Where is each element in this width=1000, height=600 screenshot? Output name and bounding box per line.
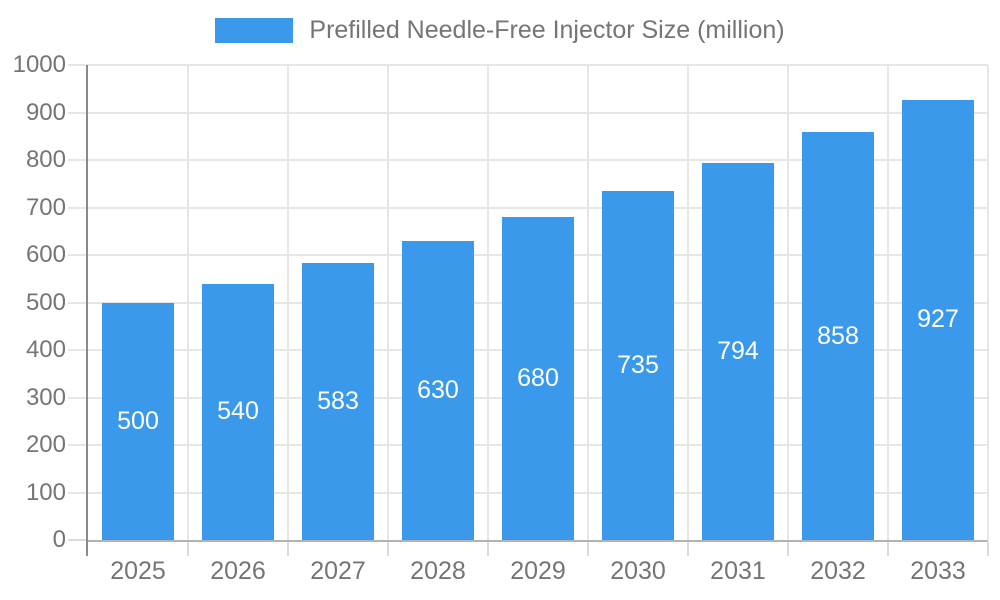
gridline-vertical: [587, 65, 589, 540]
x-axis-label: 2027: [310, 557, 366, 585]
x-axis-tick: [887, 542, 889, 556]
bar-value-label: 630: [417, 375, 459, 404]
bar-slot: 858: [788, 65, 888, 540]
x-axis-tick: [487, 542, 489, 556]
x-axis-label: 2032: [810, 557, 866, 585]
bar-value-label: 927: [917, 305, 959, 334]
gridline-horizontal: [68, 64, 988, 66]
bar-value-label: 735: [617, 350, 659, 379]
x-axis-tick: [686, 542, 689, 556]
y-axis-label: 600: [25, 241, 66, 268]
x-axis-label: 2031: [710, 557, 766, 585]
bar-slot: 630: [388, 65, 488, 540]
gridline-vertical: [487, 65, 489, 540]
gridline-vertical: [887, 65, 889, 540]
gridline-vertical: [287, 65, 289, 540]
x-axis-tick: [587, 542, 589, 556]
bar-slot: 735: [588, 65, 688, 540]
plot-area: 0 100 200 300 400 500 600 700 800 900 1000 500 2025 5…: [13, 53, 989, 585]
bar-slot: 583: [288, 65, 388, 540]
gridline-vertical: [987, 65, 989, 540]
x-axis-label: 2026: [210, 557, 266, 585]
y-axis-line: [86, 65, 88, 556]
y-axis-label: 200: [25, 431, 66, 458]
bar-2025[interactable]: 500: [102, 302, 174, 540]
bar-2033[interactable]: 927: [902, 99, 974, 540]
bar-slot: 500: [88, 65, 188, 540]
x-axis-label: 2033: [910, 557, 966, 585]
y-axis-label: 1000: [12, 51, 66, 78]
bar-slot: 680: [488, 65, 588, 540]
x-axis-tick: [287, 542, 289, 556]
x-axis-line: [88, 540, 988, 542]
x-axis-label: 2030: [610, 557, 666, 585]
x-axis-tick: [787, 542, 789, 556]
gridline-horizontal: [68, 111, 988, 114]
legend-label: Prefilled Needle-Free Injector Size (mil…: [309, 16, 785, 44]
x-axis-tick: [187, 542, 189, 556]
bar-2030[interactable]: 735: [602, 190, 674, 540]
x-axis-label: 2025: [110, 557, 166, 585]
gridline-vertical: [686, 65, 689, 540]
legend-swatch: [215, 18, 294, 43]
bar-2026[interactable]: 540: [202, 283, 274, 540]
y-axis-label: 500: [25, 288, 66, 316]
legend[interactable]: Prefilled Needle-Free Injector Size (mil…: [0, 18, 1000, 43]
bar-value-label: 794: [717, 336, 759, 365]
bar-slot: 927: [888, 65, 988, 540]
x-axis-label: 2029: [510, 557, 566, 585]
gridline-vertical: [187, 65, 189, 540]
gridline-vertical: [787, 65, 789, 540]
bar-2029[interactable]: 680: [502, 217, 574, 540]
y-axis-label: 300: [25, 383, 66, 411]
y-axis-label: 700: [25, 193, 66, 221]
y-axis-label: 100: [25, 478, 66, 506]
bar-value-label: 500: [117, 406, 159, 435]
bar-2028[interactable]: 630: [401, 240, 474, 540]
x-axis-tick: [987, 542, 989, 556]
bar-value-label: 858: [817, 321, 859, 350]
bar-slot: 540: [188, 65, 288, 540]
bar-value-label: 583: [317, 387, 359, 416]
x-axis-tick: [386, 542, 389, 556]
gridline-horizontal: [68, 159, 988, 161]
y-axis-label: 900: [25, 98, 66, 126]
x-axis-label: 2028: [410, 557, 466, 585]
y-axis-tick: [68, 539, 86, 541]
y-axis-label: 0: [52, 526, 66, 553]
y-axis-label: 800: [25, 146, 66, 173]
bar-2027[interactable]: 583: [302, 263, 374, 540]
bar-value-label: 680: [517, 364, 559, 392]
bar-value-label: 540: [217, 397, 259, 426]
bar-2031[interactable]: 794: [701, 162, 774, 540]
gridline-vertical: [386, 65, 389, 540]
y-axis-label: 400: [25, 336, 66, 363]
bar-slot: 794: [688, 65, 788, 540]
gridline-horizontal: [68, 206, 988, 209]
bar-2032[interactable]: 858: [802, 132, 874, 540]
